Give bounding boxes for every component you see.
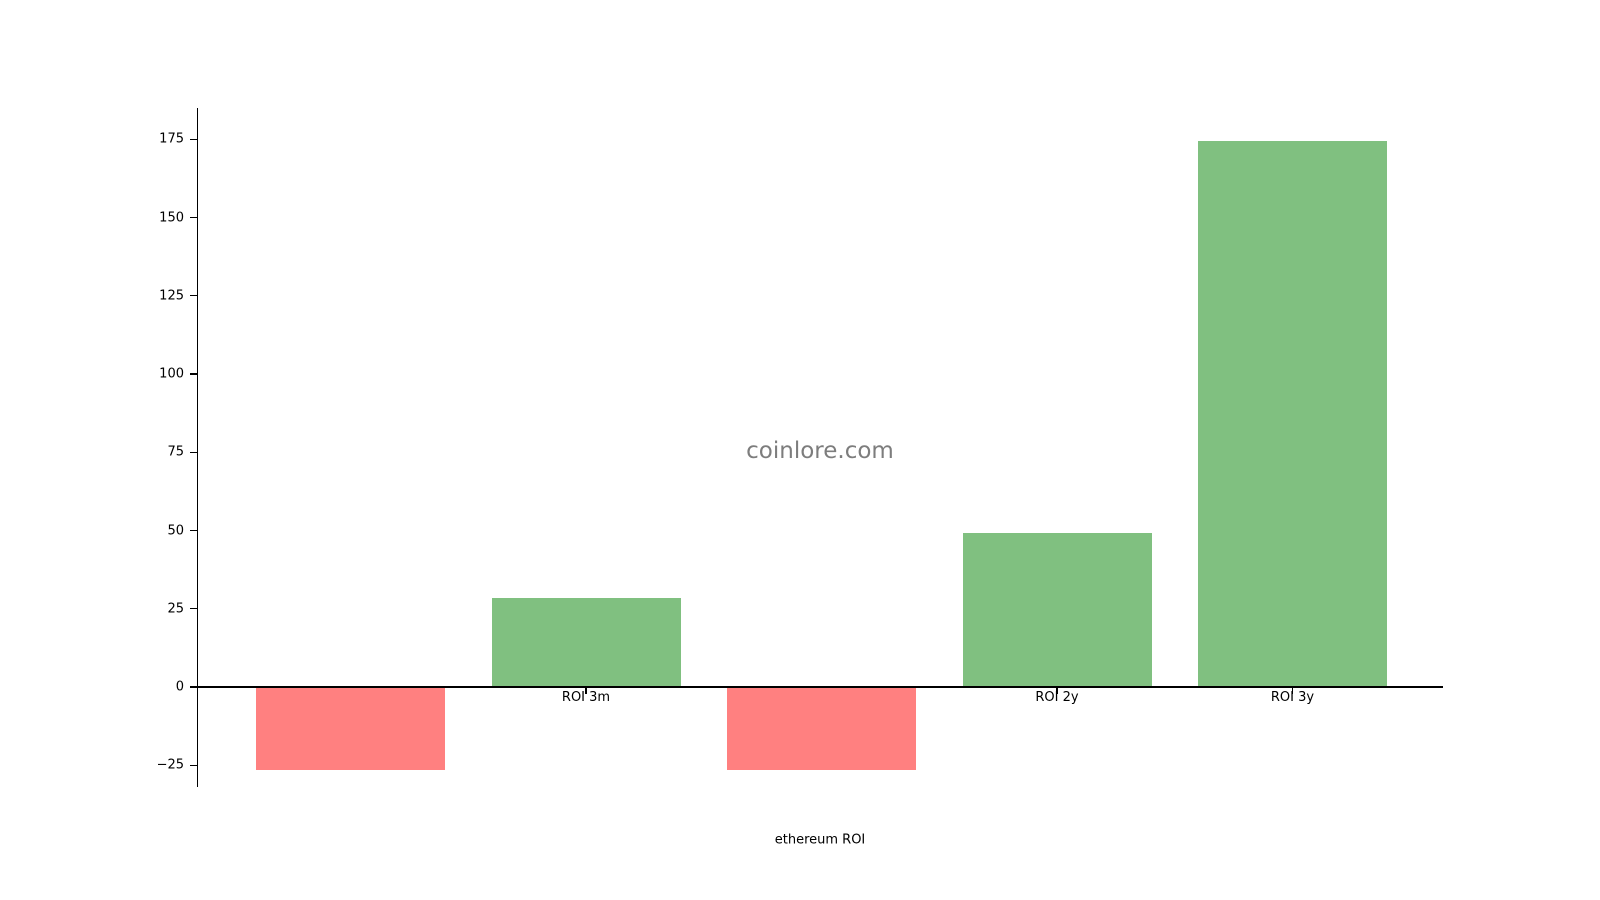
x-axis-tick-label: ROI 2y bbox=[1035, 690, 1079, 705]
x-axis-line bbox=[197, 686, 1443, 688]
bar-negative bbox=[727, 687, 916, 770]
x-axis-tick-mark bbox=[1056, 687, 1058, 694]
x-axis-tick-mark bbox=[585, 687, 587, 694]
y-axis-tick-mark bbox=[190, 529, 197, 532]
y-axis-tick-label: 150 bbox=[159, 210, 184, 225]
y-axis-tick-label: 125 bbox=[159, 288, 184, 304]
y-axis-tick-mark bbox=[190, 451, 197, 453]
bar-negative bbox=[256, 687, 445, 770]
y-axis-tick-mark bbox=[190, 608, 197, 610]
x-axis-tick-label: ROI 3y bbox=[1270, 690, 1315, 705]
y-axis-tick-mark bbox=[190, 764, 197, 766]
y-axis-line bbox=[197, 108, 199, 787]
watermark-text: coinlore.com bbox=[746, 438, 894, 464]
x-axis-title: ethereum ROI bbox=[774, 832, 866, 848]
x-axis-tick-mark bbox=[1291, 687, 1294, 694]
y-axis-tick-mark bbox=[190, 295, 197, 297]
y-axis-tick-label: 50 bbox=[167, 523, 184, 538]
y-axis-tick-mark bbox=[190, 373, 197, 375]
y-axis-tick-mark bbox=[190, 686, 197, 688]
y-axis-tick-label: 25 bbox=[167, 601, 184, 617]
y-axis-tick-label: −25 bbox=[156, 757, 184, 773]
bar-positive bbox=[1198, 141, 1387, 687]
y-axis-tick-label: 75 bbox=[167, 444, 184, 460]
y-axis-tick-label: 175 bbox=[159, 131, 184, 147]
y-axis-tick-mark bbox=[190, 216, 197, 219]
bar-positive bbox=[491, 598, 681, 687]
x-axis-tick-label: ROI 3m bbox=[561, 690, 611, 705]
bar-positive bbox=[962, 533, 1152, 687]
y-axis-tick-label: 0 bbox=[175, 679, 184, 695]
y-axis-tick-mark bbox=[190, 138, 197, 140]
y-axis-tick-label: 100 bbox=[159, 366, 184, 382]
